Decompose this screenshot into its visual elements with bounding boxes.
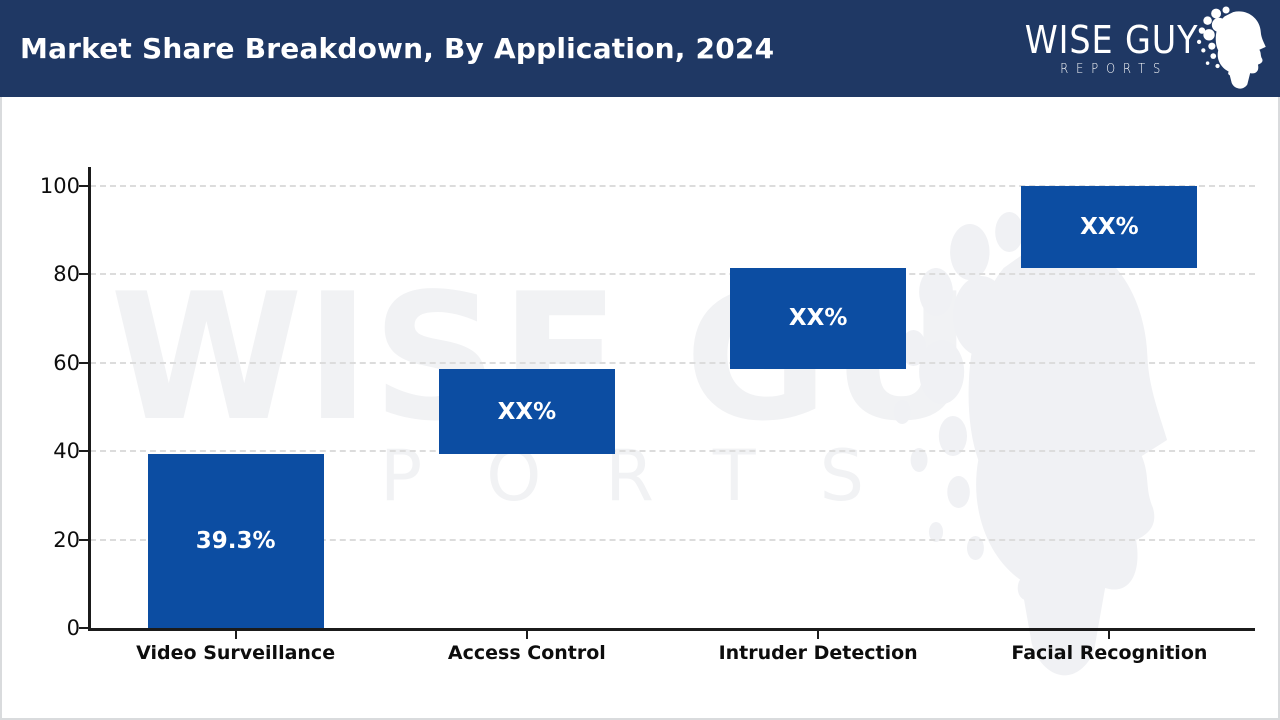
x-axis-line: [88, 628, 1255, 631]
x-tick: [525, 631, 528, 639]
y-tick-label: 80: [53, 262, 80, 287]
y-tick: [79, 361, 90, 364]
x-label-3: Facial Recognition: [1011, 642, 1208, 664]
bar-1: [438, 368, 615, 455]
logo-text: WISE GUY REPORTS: [1024, 21, 1198, 77]
chart-canvas: WISE GUY PORTS 0 20 40 60 80 100 39.3% Video Su…: [0, 97, 1280, 720]
watermark-head-dots-icon: [893, 212, 1168, 676]
bar-label-3: XX%: [1080, 213, 1139, 240]
logo-wordmark: WISE GUY: [1024, 17, 1198, 62]
wiseguy-logo: WISE GUY REPORTS: [1001, 5, 1270, 92]
head-dots-icon: [1196, 5, 1266, 89]
grid-line: [90, 273, 1255, 276]
y-tick: [79, 185, 90, 187]
bar-2: [730, 267, 907, 369]
y-tick-label: 60: [53, 350, 80, 375]
y-axis-line: [88, 167, 91, 630]
bar-label-1: XX%: [497, 398, 557, 425]
grid-line: [90, 450, 1255, 453]
y-tick: [79, 273, 90, 276]
x-tick: [1108, 631, 1111, 639]
y-tick: [79, 450, 90, 453]
x-label-0: Video Surveillance: [136, 642, 336, 664]
x-label-1: Access Control: [447, 642, 606, 664]
bar-label-2: XX%: [788, 305, 848, 332]
bar-3: [1021, 186, 1198, 268]
grid-line: [90, 538, 1255, 541]
y-tick-label: 100: [39, 174, 80, 198]
x-tick: [234, 631, 237, 639]
grid-line: [90, 185, 1255, 187]
y-tick-label: 20: [53, 527, 80, 552]
header-bar: Market Share Breakdown, By Application, …: [0, 0, 1280, 97]
y-tick: [79, 538, 90, 541]
bar-label-0: 39.3%: [195, 528, 276, 555]
x-label-2: Intruder Detection: [718, 642, 918, 664]
bar-0: [147, 454, 324, 628]
chart-title: Market Share Breakdown, By Application, …: [20, 32, 775, 65]
x-tick: [817, 631, 820, 639]
grid-line: [90, 361, 1255, 364]
plot-area: 0 20 40 60 80 100 39.3% Video Surveillance XX% Ac…: [2, 97, 1278, 718]
logo-subtitle: REPORTS: [1059, 61, 1168, 77]
y-tick: [79, 627, 90, 629]
y-tick-label: 0: [66, 616, 80, 640]
y-tick-label: 40: [53, 439, 80, 464]
